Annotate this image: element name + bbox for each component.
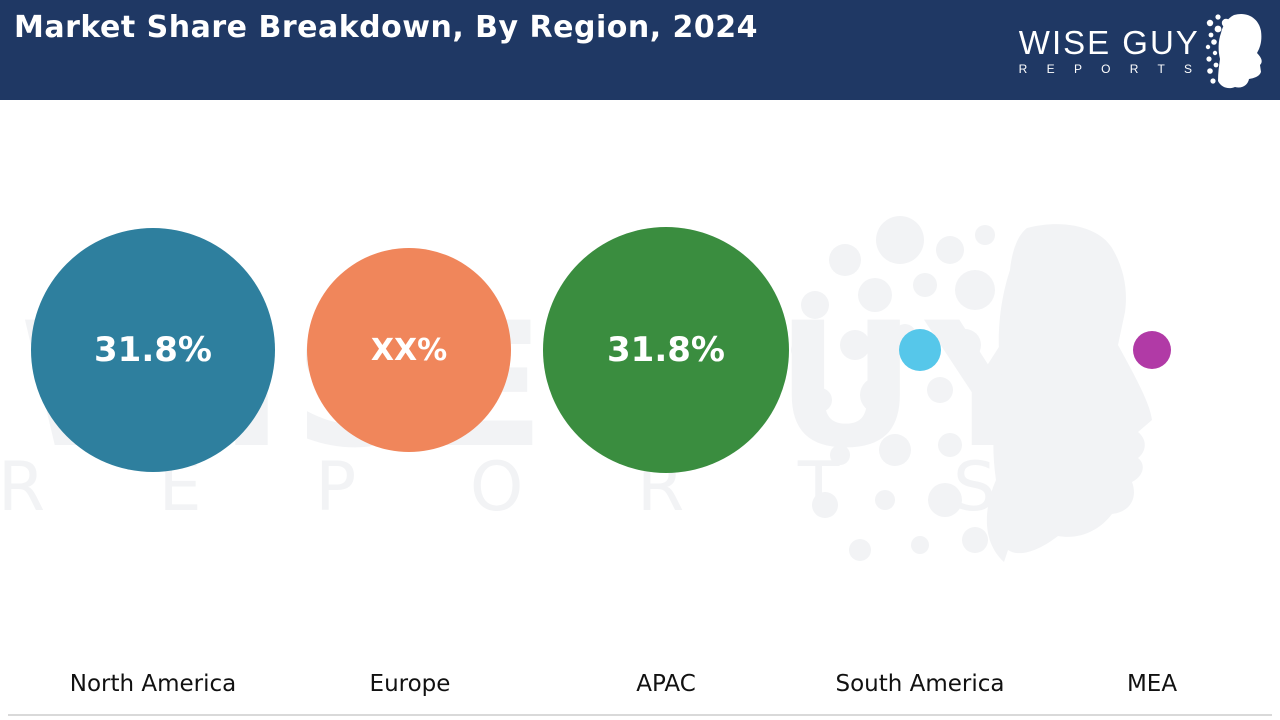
bubble-mea xyxy=(1133,331,1171,369)
bubble-north-america: 31.8% xyxy=(31,228,275,472)
bubble-apac: 31.8% xyxy=(543,227,789,473)
logo-brand-name: WISE GUY xyxy=(1018,23,1200,61)
page-title: Market Share Breakdown, By Region, 2024 xyxy=(14,10,759,45)
bubble-south-america xyxy=(899,329,941,371)
bubble-value-apac: 31.8% xyxy=(607,330,725,370)
header: Market Share Breakdown, By Region, 2024 … xyxy=(0,0,1280,100)
bubble-value-europe: XX% xyxy=(370,332,448,368)
watermark-head-silhouette xyxy=(986,224,1152,562)
logo-brand-subtitle: R E P O R T S xyxy=(1018,62,1200,77)
wiseguy-logo: WISE GUY R E P O R T S xyxy=(1019,10,1266,92)
chart-area: WISE GUY R E P O R T S xyxy=(0,100,1280,720)
dotted-head-profile-icon xyxy=(1205,13,1262,89)
bubble-europe: XX% xyxy=(307,248,511,452)
wiseguy-logo-text: WISE GUY R E P O R T S xyxy=(1018,23,1200,77)
bubble-value-north-america: 31.8% xyxy=(94,330,212,370)
